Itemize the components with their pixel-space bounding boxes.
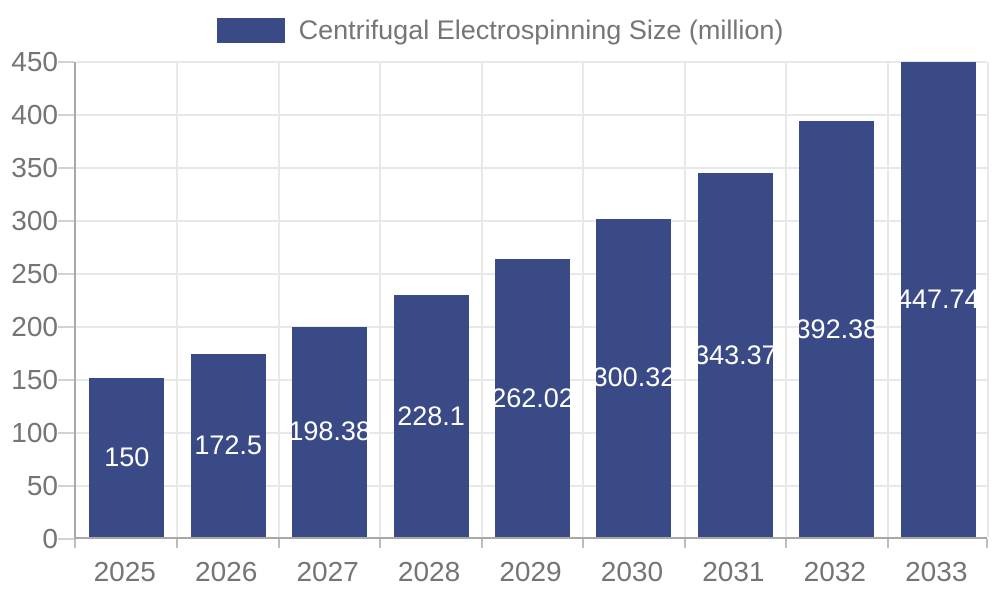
y-tick [58, 379, 74, 381]
bar-2028: 228.1 [393, 295, 469, 537]
x-tick [277, 539, 280, 548]
y-tick-label: 250 [11, 258, 58, 289]
h-gridline [76, 61, 987, 63]
x-tick-label: 2026 [195, 556, 258, 587]
legend: Centrifugal Electrospinning Size (millio… [0, 14, 1000, 46]
y-tick [58, 273, 74, 275]
h-gridline [76, 220, 987, 222]
x-tick [986, 539, 988, 548]
v-gridline [582, 62, 585, 537]
x-axis: 2025 2026 2027 2028 2029 2030 2031 2032 2033 [74, 556, 987, 592]
y-tick-label: 0 [42, 523, 58, 554]
v-gridline [379, 62, 382, 537]
bar-value-label: 300.32 [592, 362, 676, 393]
y-tick-label: 350 [11, 152, 58, 183]
bar-2027: 198.38 [288, 326, 371, 537]
y-tick [58, 326, 74, 328]
y-tick-label: 150 [11, 364, 58, 395]
bar-value-label: 262.02 [491, 382, 574, 413]
v-gridline [480, 62, 483, 537]
y-tick [58, 538, 74, 540]
y-tick [58, 485, 74, 487]
y-tick [58, 61, 74, 63]
y-tick-label: 200 [11, 311, 58, 342]
v-gridline [277, 62, 280, 537]
x-tick-label: 2033 [905, 556, 968, 587]
y-tick [58, 167, 74, 169]
legend-label: Centrifugal Electrospinning Size (millio… [298, 15, 784, 45]
y-axis: 0 50 100 150 200 250 300 350 400 450 [0, 47, 58, 554]
h-gridline [76, 167, 987, 169]
v-gridline [886, 62, 889, 537]
x-tick-label: 2029 [499, 556, 562, 587]
y-tick-label: 400 [11, 99, 58, 130]
plot-area: 150 172.5 198.38 228.1 262.02 300.32 343.37 392… [58, 61, 989, 548]
bar-2030: 300.32 [593, 218, 675, 537]
bar-2031: 343.37 [694, 173, 777, 537]
x-tick-label: 2032 [803, 556, 866, 587]
bar-value-label: 228.1 [397, 400, 465, 431]
x-tick [176, 539, 179, 548]
x-tick-label: 2030 [600, 556, 664, 587]
bar-value-label: 150 [104, 442, 150, 472]
legend-swatch [216, 17, 285, 43]
y-tick-label: 50 [26, 470, 58, 501]
bar-value-label: 343.37 [694, 339, 777, 370]
bar-value-label: 447.74 [896, 284, 980, 315]
y-tick-label: 300 [11, 205, 58, 236]
x-tick [785, 539, 788, 548]
y-tick-label: 100 [11, 417, 58, 448]
x-tick [683, 539, 686, 548]
bar-2032: 392.38 [796, 121, 878, 537]
y-tick [58, 114, 74, 116]
x-tick-label: 2027 [296, 556, 359, 587]
bar-2025: 150 [89, 378, 165, 537]
bar-2026: 172.5 [190, 354, 266, 537]
y-tick [58, 432, 74, 434]
bar-2029: 262.02 [491, 259, 574, 537]
bar-value-label: 392.38 [795, 313, 879, 344]
h-gridline [76, 114, 987, 116]
x-tick-label: 2025 [93, 556, 156, 587]
x-tick-label: 2031 [702, 556, 765, 587]
y-tick [58, 220, 74, 222]
bar-value-label: 172.5 [194, 430, 262, 461]
bar-2033: 447.74 [897, 62, 980, 537]
v-gridline [785, 62, 788, 537]
v-gridline [176, 62, 179, 537]
x-tick-label: 2028 [397, 556, 461, 587]
x-tick [379, 539, 382, 548]
x-tick [582, 539, 585, 548]
bar-value-label: 198.38 [288, 416, 371, 447]
v-gridline [987, 62, 989, 537]
x-tick [480, 539, 483, 548]
x-tick [74, 539, 76, 548]
v-gridline [683, 62, 686, 537]
x-tick [886, 539, 889, 548]
y-tick-label: 450 [11, 46, 58, 77]
